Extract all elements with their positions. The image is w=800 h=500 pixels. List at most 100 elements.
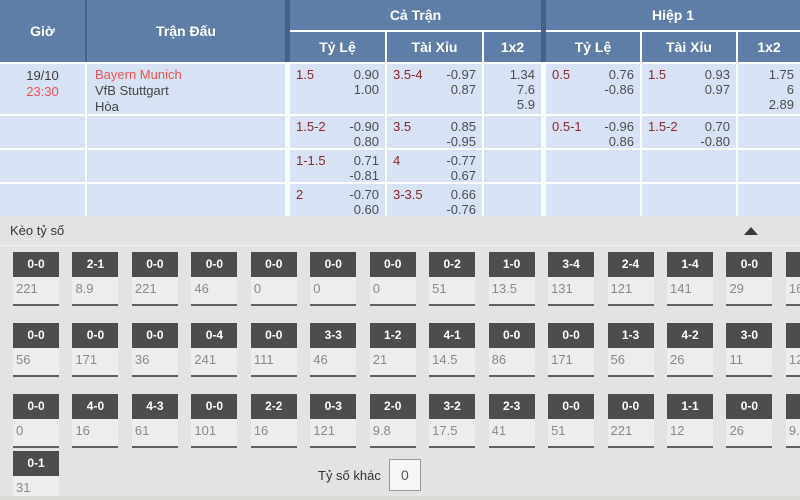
score-odds-cell[interactable]: 1-1 12 — [666, 394, 713, 448]
score-odds-cell[interactable]: 2-4 121 — [607, 252, 654, 306]
score-odds-value: 86 — [488, 348, 535, 377]
score-odds-cell[interactable]: 0-0 0 — [13, 394, 59, 448]
h1-handicap-odds[interactable]: 0.5-1 -0.96 0.86 — [546, 116, 640, 149]
ft-handicap-odds[interactable]: 2 -0.70 0.60 — [290, 184, 385, 217]
score-odds-cell[interactable]: 4-0 16 — [72, 394, 119, 448]
ft-over-under-odds[interactable]: 4 -0.77 0.67 — [387, 150, 482, 183]
score-odds-cell[interactable]: 0-0 26 — [726, 394, 773, 448]
score-odds-cell[interactable]: 0-0 121 — [785, 323, 800, 377]
score-odds-cell[interactable]: 0-0 51 — [548, 394, 595, 448]
score-odds-value: 8.9 — [72, 277, 119, 306]
score-odds-cell[interactable]: 2-1 8.9 — [72, 252, 119, 306]
h1-handicap-odds[interactable] — [546, 184, 640, 216]
score-odds-value: 241 — [191, 348, 238, 377]
score-label: 4-3 — [131, 394, 178, 419]
score-odds-value: 131 — [548, 277, 595, 306]
score-label: 1-2 — [369, 323, 416, 348]
ft-handicap-odds[interactable]: 1.5 0.90 1.00 — [290, 64, 385, 114]
score-odds-cell[interactable]: 4-3 61 — [131, 394, 178, 448]
score-label: 4-1 — [429, 323, 476, 348]
h1-handicap-odds[interactable]: 0.5 0.76 -0.86 — [546, 64, 640, 114]
bottom-strip — [0, 496, 800, 500]
h1-handicap-odds[interactable] — [546, 150, 640, 182]
score-odds-cell[interactable]: 1-3 56 — [607, 323, 654, 377]
score-odds-cell[interactable]: 0-2 51 — [429, 252, 476, 306]
score-odds-cell[interactable]: 0-0 29 — [726, 252, 773, 306]
score-odds-cell[interactable]: 0-0 56 — [13, 323, 59, 377]
other-score-input[interactable]: 0 — [388, 459, 421, 491]
h1-1x2-odds[interactable]: 1.75 6 2.89 — [738, 64, 800, 114]
score-odds-cell[interactable]: 0-4 241 — [191, 323, 238, 377]
score-odds-cell[interactable]: 0-3 121 — [310, 394, 357, 448]
score-odds-cell[interactable]: 4-1 14.5 — [429, 323, 476, 377]
score-label: 0-2 — [429, 252, 476, 277]
score-odds-cell[interactable]: 2-2 16 — [250, 394, 297, 448]
score-odds-cell[interactable]: 0-0 86 — [488, 323, 535, 377]
score-label: 0-0 — [191, 394, 238, 419]
score-odds-cell[interactable]: 0-0 171 — [548, 323, 595, 377]
odds-table: Giờ Trận Đấu Cả Trận Tỷ Lệ Tài Xỉu 1x2 H… — [0, 0, 800, 217]
group-title-full-time: Cả Trận — [290, 0, 541, 30]
score-odds-cell[interactable]: 1-0 13.5 — [488, 252, 535, 306]
score-odds-cell[interactable]: 1-2 21 — [369, 323, 416, 377]
h1-1x2-odds[interactable] — [738, 116, 800, 148]
score-odds-cell[interactable]: 0-0 101 — [191, 394, 238, 448]
ft-1x2-odds[interactable] — [484, 116, 541, 148]
score-odds-cell[interactable]: 0-0 36 — [131, 323, 178, 377]
score-odds-cell[interactable]: 0-0 0 — [250, 252, 297, 306]
h1-over-under-odds[interactable] — [642, 184, 736, 216]
score-odds-value: 171 — [548, 348, 595, 377]
score-odds-cell[interactable]: 0-0 0 — [369, 252, 416, 306]
score-odds-cell[interactable]: 3-4 131 — [548, 252, 595, 306]
ft-1x2-odds[interactable]: 1.34 7.6 5.9 — [484, 64, 541, 114]
score-label: 0-0 — [13, 252, 59, 277]
ft-handicap-odds[interactable]: 1.5-2 -0.90 0.80 — [290, 116, 385, 149]
h1-over-under-odds[interactable]: 1.5-2 0.70 -0.80 — [642, 116, 736, 149]
ft-over-under-odds[interactable]: 3.5-4 -0.97 0.87 — [387, 64, 482, 114]
score-odds-cell[interactable]: 0-0 0 — [310, 252, 357, 306]
home-team[interactable]: Bayern Munich — [95, 67, 182, 82]
score-odds-value: 12 — [666, 419, 713, 448]
score-odds-value: 9.8 — [369, 419, 416, 448]
score-odds-cell[interactable]: 2-0 9.8 — [369, 394, 416, 448]
score-odds-value: 61 — [131, 419, 178, 448]
score-label: 0-0 — [548, 323, 595, 348]
ft-over-under-odds[interactable]: 3.5 0.85 -0.95 — [387, 116, 482, 149]
score-odds-cell[interactable]: 0-0 221 — [607, 394, 654, 448]
score-odds-cell[interactable]: 3-1 9.9 — [785, 394, 800, 448]
away-team[interactable]: VfB Stuttgart — [95, 83, 169, 98]
score-row: 0-1 31 Tỷ số khác 0 — [13, 451, 800, 500]
score-odds-cell[interactable]: 2-3 41 — [488, 394, 535, 448]
collapse-triangle-icon[interactable] — [744, 227, 758, 235]
score-odds-cell[interactable]: 1-4 141 — [666, 252, 713, 306]
h1-1x2-odds[interactable] — [738, 184, 800, 216]
score-odds-cell[interactable]: 4-2 26 — [666, 323, 713, 377]
score-odds-cell[interactable]: 0-0 221 — [131, 252, 178, 306]
score-odds-cell[interactable]: 4-4 161 — [785, 252, 800, 306]
ft-over-under-odds[interactable]: 3-3.5 0.66 -0.76 — [387, 184, 482, 217]
divider — [290, 30, 541, 32]
ft-1x2-odds[interactable] — [484, 184, 541, 216]
score-odds-cell[interactable]: 3-3 46 — [310, 323, 357, 377]
score-odds-cell[interactable]: 3-0 11 — [726, 323, 773, 377]
score-label: 0-0 — [726, 252, 773, 277]
ft-handicap-odds[interactable]: 1-1.5 0.71 -0.81 — [290, 150, 385, 183]
h1-over-under-odds[interactable] — [642, 150, 736, 182]
score-odds-cell[interactable]: 3-2 17.5 — [429, 394, 476, 448]
score-odds-cell[interactable]: 0-0 111 — [250, 323, 297, 377]
h1-over-under-odds[interactable]: 1.5 0.93 0.97 — [642, 64, 736, 114]
header-group-divider — [541, 0, 546, 62]
score-odds-cell[interactable]: 0-1 31 — [13, 451, 59, 500]
empty-cell — [87, 184, 285, 216]
score-label: 1-0 — [488, 252, 535, 277]
h1-1x2-odds[interactable] — [738, 150, 800, 182]
score-odds-cell[interactable]: 0-0 171 — [72, 323, 119, 377]
ft-1x2-odds[interactable] — [484, 150, 541, 182]
score-odds-cell[interactable]: 0-0 46 — [191, 252, 238, 306]
score-odds-cell[interactable]: 0-0 221 — [13, 252, 59, 306]
col-header-h1-handicap: Tỷ Lệ — [546, 32, 640, 62]
correct-score-header: Kèo tỷ số — [0, 216, 800, 246]
match-teams[interactable]: Bayern Munich VfB Stuttgart Hòa — [87, 64, 285, 114]
divider — [640, 32, 642, 62]
score-label: 4-0 — [72, 394, 119, 419]
